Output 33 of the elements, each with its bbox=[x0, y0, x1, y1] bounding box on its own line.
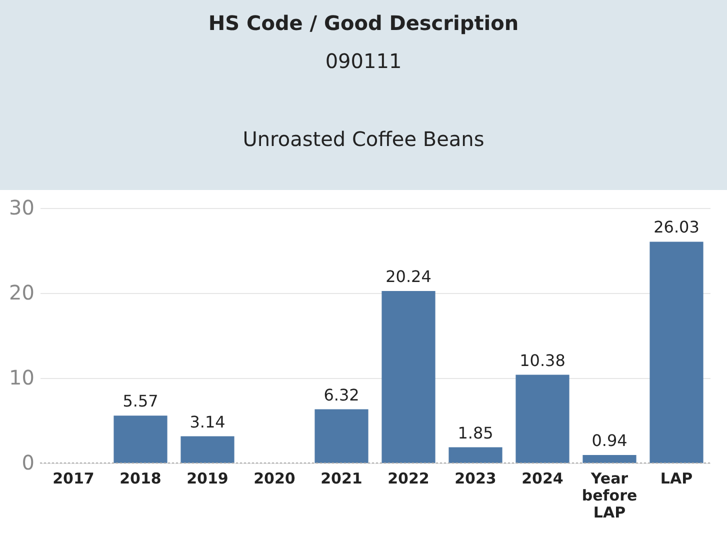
y-tick-label: 20 bbox=[9, 280, 34, 304]
bar bbox=[650, 242, 704, 463]
data-label: 10.38 bbox=[520, 350, 566, 370]
data-label: 26.03 bbox=[654, 218, 700, 237]
x-tick-label: 2022 bbox=[388, 470, 430, 488]
x-tick-label: 2019 bbox=[186, 470, 228, 488]
bar bbox=[516, 374, 570, 463]
bar bbox=[114, 416, 168, 463]
bar bbox=[180, 436, 234, 463]
x-tick-label: Year before LAP bbox=[582, 470, 638, 522]
chart-subtitle: 090111 bbox=[325, 49, 402, 73]
data-label: 5.57 bbox=[122, 392, 158, 411]
y-tick-label: 10 bbox=[9, 366, 34, 390]
data-label: 20.24 bbox=[386, 266, 432, 286]
bar bbox=[314, 409, 368, 463]
x-tick-label: 2024 bbox=[522, 470, 564, 488]
x-tick-label: 2018 bbox=[120, 470, 162, 488]
bar bbox=[448, 447, 502, 463]
y-tick-label: 30 bbox=[9, 196, 34, 220]
y-tick-label: 0 bbox=[22, 450, 34, 474]
data-label: 1.85 bbox=[458, 423, 494, 442]
bar bbox=[582, 455, 636, 463]
x-tick-label: 2021 bbox=[320, 470, 362, 488]
data-label: 3.14 bbox=[190, 412, 226, 432]
x-tick-label: 2023 bbox=[454, 470, 496, 488]
bar bbox=[382, 290, 436, 463]
x-tick-label: 2017 bbox=[52, 470, 94, 488]
x-tick-label: LAP bbox=[660, 470, 693, 488]
text: Unroasted Coffee Beans bbox=[242, 127, 484, 151]
data-label: 6.32 bbox=[324, 385, 360, 404]
chart-title: HS Code / Good Description bbox=[208, 11, 519, 35]
data-label: 0.94 bbox=[592, 431, 628, 450]
x-tick-label: 2020 bbox=[254, 470, 296, 488]
